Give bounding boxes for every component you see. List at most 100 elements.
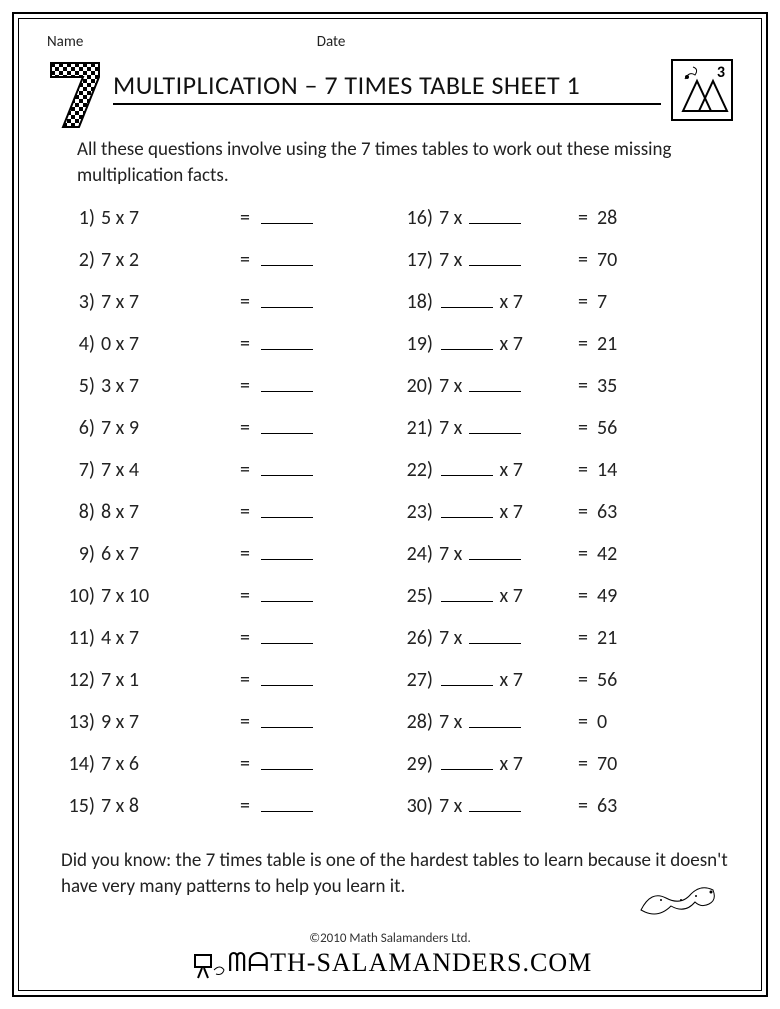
- equals-sign: =: [569, 542, 597, 566]
- answer-blank[interactable]: [259, 708, 339, 734]
- problem-number: 18): [395, 290, 439, 314]
- factor-blank[interactable]: [441, 456, 493, 476]
- factor-blank[interactable]: [441, 498, 493, 518]
- problem-expression: x 7: [439, 288, 569, 314]
- problem-result: 0: [597, 710, 677, 734]
- factor-blank[interactable]: [469, 540, 521, 560]
- answer-blank[interactable]: [259, 288, 339, 314]
- badge-art-icon: [673, 61, 735, 123]
- factor-blank[interactable]: [469, 372, 521, 392]
- problem-row: 18) x 7=7: [395, 288, 733, 330]
- factor-blank[interactable]: [469, 414, 521, 434]
- problem-expression: 7 x 10: [101, 584, 231, 608]
- answer-blank[interactable]: [259, 372, 339, 398]
- problem-row: 22) x 7=14: [395, 456, 733, 498]
- answer-blank[interactable]: [259, 204, 339, 230]
- problem-row: 25) x 7=49: [395, 582, 733, 624]
- problem-number: 17): [395, 248, 439, 272]
- problem-number: 5): [57, 374, 101, 398]
- problem-expression: 8 x 7: [101, 500, 231, 524]
- intro-text: All these questions involve using the 7 …: [77, 137, 729, 188]
- factor-blank[interactable]: [441, 288, 493, 308]
- brand-label: ᗰᗩTH-SALAMANDERS.COM: [228, 948, 592, 977]
- answer-blank[interactable]: [259, 582, 339, 608]
- factor-blank[interactable]: [441, 330, 493, 350]
- name-label: Name: [47, 33, 83, 51]
- problem-number: 26): [395, 626, 439, 650]
- problem-expression: x 7: [439, 330, 569, 356]
- problem-result: 28: [597, 206, 677, 230]
- answer-blank[interactable]: [259, 792, 339, 818]
- problem-number: 8): [57, 500, 101, 524]
- problem-number: 24): [395, 542, 439, 566]
- factor-blank[interactable]: [469, 792, 521, 812]
- equals-sign: =: [231, 500, 259, 524]
- equals-sign: =: [569, 416, 597, 440]
- problem-expression: 7 x: [439, 540, 569, 566]
- problem-number: 13): [57, 710, 101, 734]
- answer-blank[interactable]: [259, 540, 339, 566]
- answer-blank[interactable]: [259, 666, 339, 692]
- answer-blank[interactable]: [259, 750, 339, 776]
- factor-blank[interactable]: [469, 624, 521, 644]
- did-you-know: Did you know: the 7 times table is one o…: [61, 848, 729, 899]
- problem-number: 16): [395, 206, 439, 230]
- problem-expression: 9 x 7: [101, 710, 231, 734]
- factor-blank[interactable]: [441, 750, 493, 770]
- answer-blank[interactable]: [259, 456, 339, 482]
- problem-number: 23): [395, 500, 439, 524]
- equals-sign: =: [231, 542, 259, 566]
- equals-sign: =: [231, 710, 259, 734]
- problem-expression: x 7: [439, 582, 569, 608]
- problem-result: 63: [597, 794, 677, 818]
- problem-row: 3)7 x 7=: [57, 288, 395, 330]
- footer-salamander-icon: [188, 950, 228, 980]
- problems-column-left: 1)5 x 7=2)7 x 2=3)7 x 7=4)0 x 7=5)3 x 7=…: [57, 204, 395, 834]
- problem-number: 11): [57, 626, 101, 650]
- problem-number: 1): [57, 206, 101, 230]
- problem-row: 2)7 x 2=: [57, 246, 395, 288]
- factor-blank[interactable]: [469, 204, 521, 224]
- answer-blank[interactable]: [259, 498, 339, 524]
- problem-number: 29): [395, 752, 439, 776]
- problem-expression: 7 x 8: [101, 794, 231, 818]
- problem-row: 14)7 x 6=: [57, 750, 395, 792]
- problem-row: 27) x 7=56: [395, 666, 733, 708]
- problem-result: 49: [597, 584, 677, 608]
- problem-number: 22): [395, 458, 439, 482]
- problem-result: 56: [597, 668, 677, 692]
- problem-row: 15)7 x 8=: [57, 792, 395, 834]
- brand-text: ᗰᗩTH-SALAMANDERS.COM: [19, 948, 761, 980]
- problem-number: 2): [57, 248, 101, 272]
- problems-column-right: 16)7 x =2817)7 x =7018) x 7=719) x 7=212…: [395, 204, 733, 834]
- problem-row: 10)7 x 10=: [57, 582, 395, 624]
- problem-result: 14: [597, 458, 677, 482]
- problem-result: 35: [597, 374, 677, 398]
- problem-row: 30)7 x =63: [395, 792, 733, 834]
- equals-sign: =: [231, 626, 259, 650]
- equals-sign: =: [231, 668, 259, 692]
- problem-number: 25): [395, 584, 439, 608]
- problem-row: 13)9 x 7=: [57, 708, 395, 750]
- equals-sign: =: [569, 332, 597, 356]
- answer-blank[interactable]: [259, 414, 339, 440]
- problem-row: 16)7 x =28: [395, 204, 733, 246]
- problem-expression: 7 x 1: [101, 668, 231, 692]
- factor-blank[interactable]: [441, 582, 493, 602]
- answer-blank[interactable]: [259, 624, 339, 650]
- equals-sign: =: [231, 332, 259, 356]
- answer-blank[interactable]: [259, 246, 339, 272]
- factor-blank[interactable]: [469, 246, 521, 266]
- footer: ©2010 Math Salamanders Ltd. ᗰᗩTH-SALAMAN…: [19, 931, 761, 980]
- problem-result: 42: [597, 542, 677, 566]
- equals-sign: =: [569, 290, 597, 314]
- problem-expression: 7 x: [439, 414, 569, 440]
- problem-expression: 7 x: [439, 204, 569, 230]
- problem-expression: x 7: [439, 456, 569, 482]
- equals-sign: =: [569, 500, 597, 524]
- factor-blank[interactable]: [469, 708, 521, 728]
- factor-blank[interactable]: [441, 666, 493, 686]
- answer-blank[interactable]: [259, 330, 339, 356]
- problem-expression: 5 x 7: [101, 206, 231, 230]
- problem-expression: x 7: [439, 750, 569, 776]
